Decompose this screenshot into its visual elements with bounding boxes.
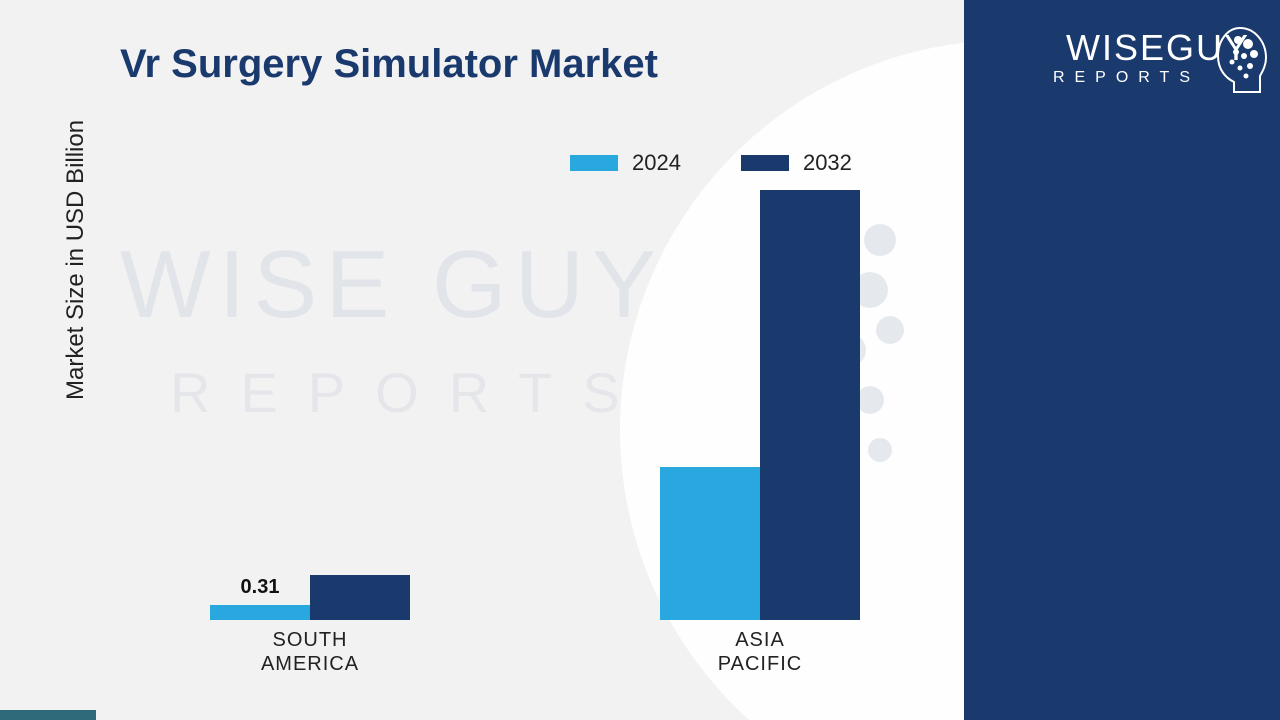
brand-head-icon — [1210, 26, 1270, 96]
right-accent-band-overlay — [964, 0, 1280, 720]
bar-asia-pacific-2032 — [760, 190, 860, 620]
plot-area: SOUTHAMERICAASIAPACIFIC0.31 — [130, 190, 960, 620]
legend-swatch-2024 — [570, 155, 618, 171]
legend-item-2024: 2024 — [570, 150, 681, 176]
bottom-accent-bar — [0, 710, 96, 720]
bar-south-america-2024 — [210, 605, 310, 620]
bar-south-america-2032 — [310, 575, 410, 620]
chart-title: Vr Surgery Simulator Market — [120, 42, 658, 87]
category-label: SOUTHAMERICA — [210, 628, 410, 676]
chart-canvas: WISEGUY REPORTS Vr Surgery Simulator Mar… — [0, 0, 1280, 720]
category-label: ASIAPACIFIC — [660, 628, 860, 676]
data-label: 0.31 — [200, 576, 320, 599]
legend: 2024 2032 — [570, 150, 852, 176]
legend-label-2024: 2024 — [632, 150, 681, 176]
y-axis-label: Market Size in USD Billion — [62, 120, 90, 400]
brand-sub-text: REPORTS — [1053, 70, 1200, 86]
bar-asia-pacific-2024 — [660, 467, 760, 620]
legend-label-2032: 2032 — [803, 150, 852, 176]
legend-item-2032: 2032 — [741, 150, 852, 176]
legend-swatch-2032 — [741, 155, 789, 171]
